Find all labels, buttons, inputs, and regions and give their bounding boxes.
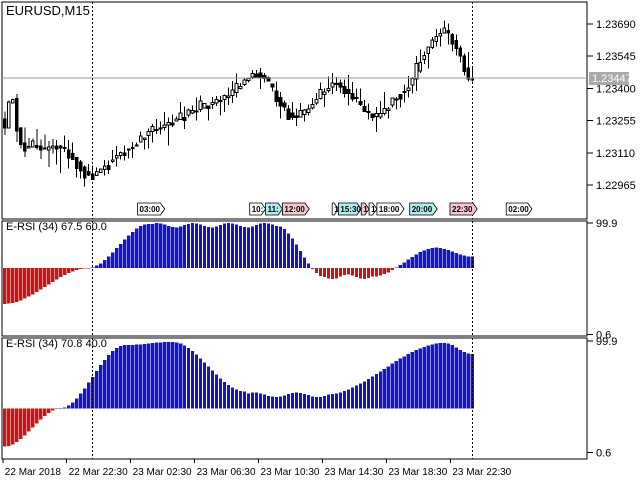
svg-text:23 Mar 06:30: 23 Mar 06:30 bbox=[197, 467, 256, 478]
svg-text:0.6: 0.6 bbox=[596, 448, 611, 460]
svg-text:23 Mar 02:30: 23 Mar 02:30 bbox=[133, 467, 192, 478]
svg-text:02:00: 02:00 bbox=[508, 205, 529, 214]
svg-text:1.23690: 1.23690 bbox=[596, 19, 636, 31]
svg-text:23 Mar 14:30: 23 Mar 14:30 bbox=[324, 467, 383, 478]
svg-text:22:30: 22:30 bbox=[452, 205, 473, 214]
svg-text:23 Mar 22:30: 23 Mar 22:30 bbox=[452, 467, 511, 478]
svg-text:20:00: 20:00 bbox=[412, 205, 433, 214]
svg-text:1.23110: 1.23110 bbox=[596, 148, 635, 160]
svg-text:1.22965: 1.22965 bbox=[596, 180, 636, 192]
svg-text:18:00: 18:00 bbox=[379, 205, 400, 214]
svg-text:22 Mar 2018: 22 Mar 2018 bbox=[5, 467, 62, 478]
svg-text:15:30: 15:30 bbox=[340, 205, 361, 214]
svg-text:99.9: 99.9 bbox=[596, 336, 617, 348]
svg-text:23 Mar 18:30: 23 Mar 18:30 bbox=[388, 467, 447, 478]
svg-text:E-RSI (34) 70.8 40.0: E-RSI (34) 70.8 40.0 bbox=[6, 338, 107, 350]
svg-text:E-RSI (34) 67.5 60.0: E-RSI (34) 67.5 60.0 bbox=[6, 221, 107, 233]
svg-text:99.9: 99.9 bbox=[596, 218, 617, 230]
svg-text:1.23400: 1.23400 bbox=[596, 83, 636, 95]
svg-text:1.23255: 1.23255 bbox=[596, 116, 636, 128]
svg-text:EURUSD,M15: EURUSD,M15 bbox=[6, 3, 90, 18]
svg-text:1.23545: 1.23545 bbox=[596, 51, 636, 63]
svg-text:03:00: 03:00 bbox=[140, 205, 161, 214]
svg-text:23 Mar 10:30: 23 Mar 10:30 bbox=[261, 467, 320, 478]
svg-text:1.23447: 1.23447 bbox=[592, 73, 632, 85]
svg-text:1: 1 bbox=[363, 205, 368, 214]
svg-text:11:: 11: bbox=[268, 205, 279, 214]
svg-text:1: 1 bbox=[371, 205, 376, 214]
svg-text:12:00: 12:00 bbox=[284, 205, 305, 214]
svg-text:22 Mar 22:30: 22 Mar 22:30 bbox=[69, 467, 128, 478]
svg-text:10:: 10: bbox=[252, 205, 264, 214]
